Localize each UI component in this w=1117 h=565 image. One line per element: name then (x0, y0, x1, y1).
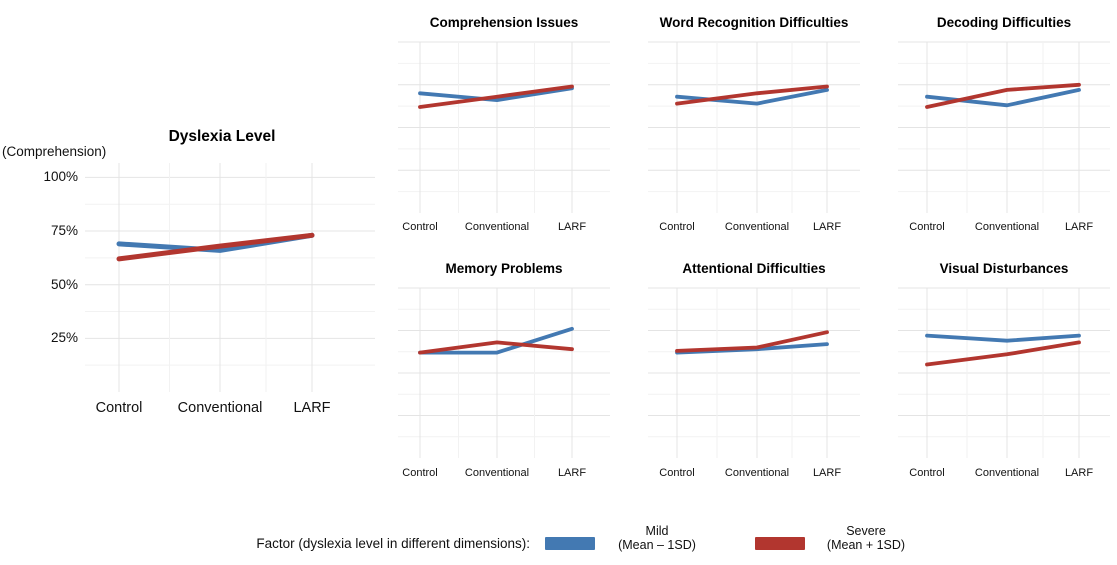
legend-swatch-severe (755, 537, 805, 550)
facet-x-tick-label: Control (909, 221, 945, 233)
main-x-tick-label: Control (95, 400, 143, 416)
word-recognition-difficulties-plot (648, 41, 860, 213)
legend-label-mild: Mild (Mean – 1SD) (597, 524, 717, 552)
facet-x-tick-label: LARF (1064, 467, 1094, 479)
severe-line (418, 84, 574, 109)
severe-line (925, 82, 1081, 109)
facet-x-tick-label: Control (402, 467, 438, 479)
facet-x-tick-label: Conventional (724, 467, 790, 479)
mild-line (418, 326, 574, 355)
severe-line (675, 330, 829, 353)
main-y-tick-label: 50% (50, 276, 78, 292)
facet-x-tick-label: LARF (557, 467, 587, 479)
legend-label-severe-line2: (Mean + 1SD) (826, 537, 906, 552)
visual-disturbances-plot (898, 287, 1110, 458)
facet-x-tick-label: LARF (812, 467, 842, 479)
memory-problems-plot (398, 287, 610, 458)
facet-title-memory-problems: Memory Problems (445, 261, 563, 276)
severe-line (925, 340, 1081, 367)
severe-line (675, 84, 829, 106)
facet-title-visual-disturbances: Visual Disturbances (939, 261, 1069, 276)
comprehension-issues-plot (398, 41, 610, 213)
main-y-tick-label: 25% (50, 330, 78, 346)
facet-x-tick-label: Control (659, 467, 695, 479)
main-chart-context-label: (Comprehension) (2, 144, 107, 159)
facet-title-word-recognition-difficulties: Word Recognition Difficulties (659, 15, 849, 30)
facet-x-tick-label: Control (402, 221, 438, 233)
main-y-tick-label: 75% (50, 223, 78, 239)
facet-x-tick-label: Conventional (974, 467, 1040, 479)
mild-line (418, 86, 574, 102)
facet-x-tick-label: Conventional (974, 221, 1040, 233)
facet-title-decoding-difficulties: Decoding Difficulties (936, 15, 1072, 30)
legend-label-mild-line1: Mild (645, 524, 669, 538)
mild-line (925, 333, 1081, 343)
dyslexia-level-plot (85, 163, 375, 392)
severe-line (418, 340, 574, 355)
facet-x-tick-label: LARF (557, 221, 587, 233)
facet-x-tick-label: LARF (812, 221, 842, 233)
legend-label-mild-line2: (Mean – 1SD) (618, 537, 696, 552)
main-y-tick-label: 100% (43, 169, 78, 185)
facet-x-tick-label: Conventional (464, 467, 530, 479)
facet-x-tick-label: LARF (1064, 221, 1094, 233)
legend-title: Factor (dyslexia level in different dime… (256, 536, 530, 551)
decoding-difficulties-plot (898, 41, 1110, 213)
legend-label-severe-line1: Severe (846, 524, 886, 538)
facet-x-tick-label: Conventional (464, 221, 530, 233)
facet-x-tick-label: Conventional (724, 221, 790, 233)
facet-title-attentional-difficulties: Attentional Difficulties (682, 261, 826, 276)
facet-x-tick-label: Control (659, 221, 695, 233)
severe-line (116, 232, 315, 262)
legend-label-severe: Severe (Mean + 1SD) (806, 524, 926, 552)
main-x-tick-label: LARF (293, 400, 331, 416)
facet-x-tick-label: Control (909, 467, 945, 479)
legend-swatch-mild (545, 537, 595, 550)
main-chart-title: Dyslexia Level (168, 128, 276, 145)
facet-title-comprehension-issues: Comprehension Issues (429, 15, 579, 30)
main-x-tick-label: Conventional (177, 400, 263, 416)
attentional-difficulties-plot (648, 287, 860, 458)
